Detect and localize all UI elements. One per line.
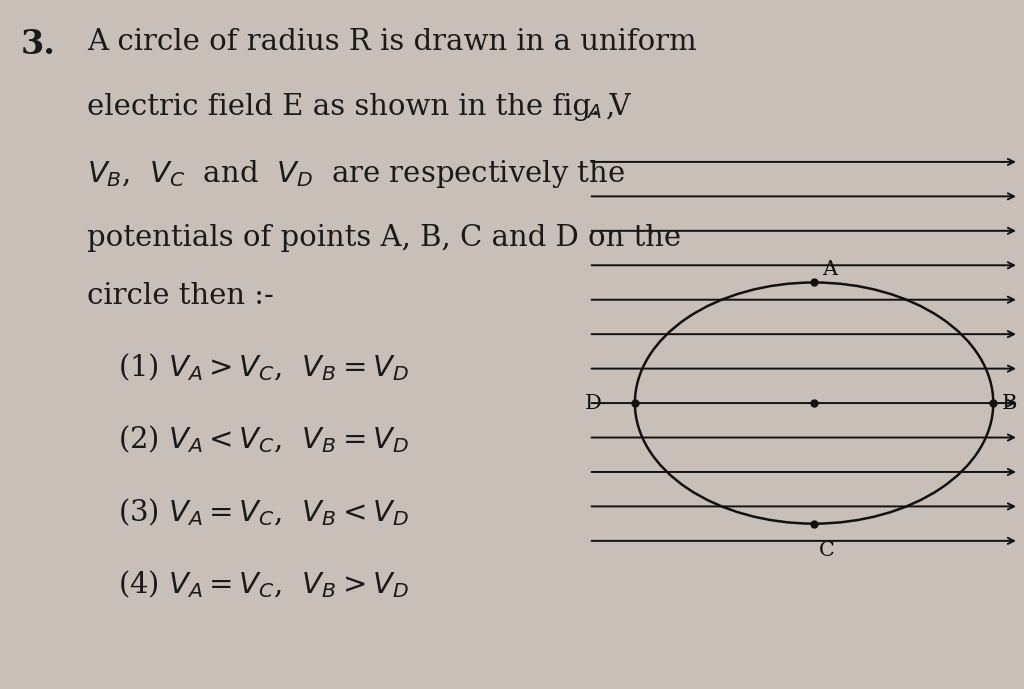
Text: $V_B$,  $V_C$  and  $V_D$  are respectively the: $V_B$, $V_C$ and $V_D$ are respectively … xyxy=(87,158,626,190)
Text: C: C xyxy=(819,541,836,560)
Text: (1) $V_A > V_C$,  $V_B = V_D$: (1) $V_A > V_C$, $V_B = V_D$ xyxy=(118,351,409,383)
Text: A circle of radius R is drawn in a uniform: A circle of radius R is drawn in a unifo… xyxy=(87,28,696,56)
Text: B: B xyxy=(1001,393,1017,413)
Text: 3.: 3. xyxy=(20,28,55,61)
Text: (2) $V_A < V_C$,  $V_B = V_D$: (2) $V_A < V_C$, $V_B = V_D$ xyxy=(118,424,409,455)
Text: electric field E as shown in the fig. V: electric field E as shown in the fig. V xyxy=(87,93,631,121)
Text: circle then :-: circle then :- xyxy=(87,282,273,311)
Text: potentials of points A, B, C and D on the: potentials of points A, B, C and D on th… xyxy=(87,224,681,252)
Text: D: D xyxy=(586,393,602,413)
Text: ,: , xyxy=(606,93,615,121)
Text: (4) $V_A = V_C$,  $V_B > V_D$: (4) $V_A = V_C$, $V_B > V_D$ xyxy=(118,568,409,600)
Text: (3) $V_A = V_C$,  $V_B < V_D$: (3) $V_A = V_C$, $V_B < V_D$ xyxy=(118,496,409,528)
Text: A: A xyxy=(822,260,838,279)
Text: $_{A}$: $_{A}$ xyxy=(586,93,601,121)
